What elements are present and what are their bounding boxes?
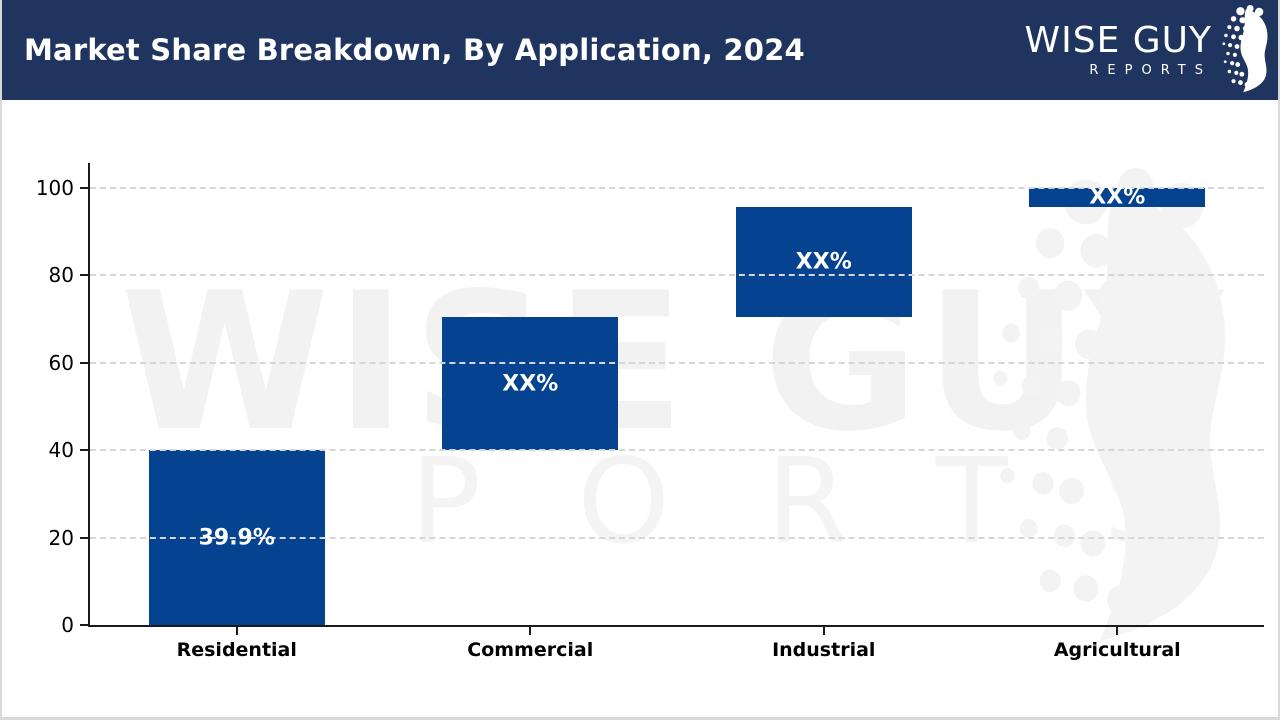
y-tick-mark	[80, 186, 88, 189]
y-tick-mark	[80, 536, 88, 539]
y-tick-mark	[80, 274, 88, 277]
bar-agricultural	[1029, 187, 1206, 208]
x-category-label-industrial: Industrial	[772, 639, 876, 661]
y-tick-label: 40	[48, 438, 74, 463]
y-tick-label: 0	[61, 613, 74, 637]
x-category-label-agricultural: Agricultural	[1053, 639, 1181, 661]
gridline-100	[90, 186, 1264, 189]
x-tick-mark	[1116, 627, 1119, 635]
bar-value-label: 39.9%	[198, 525, 275, 551]
x-tick-mark	[529, 627, 532, 635]
x-tick-mark	[822, 627, 825, 635]
y-tick-mark	[80, 361, 88, 364]
y-tick-label: 20	[48, 525, 74, 550]
bar-value-label: XX%	[1089, 184, 1146, 210]
brand-logo-text: WISE GUY REPORTS	[1024, 20, 1213, 78]
x-axis-line	[88, 625, 1264, 627]
y-axis-line	[88, 163, 90, 627]
gridline-80	[90, 274, 1264, 277]
brand-logo: WISE GUY REPORTS	[1025, 5, 1279, 95]
page-title: Market Share Breakdown, By Application, …	[24, 33, 805, 67]
x-category-label-residential: Residential	[176, 639, 297, 661]
header: Market Share Breakdown, By Application, …	[2, 0, 1279, 100]
gridline-60	[90, 361, 1264, 364]
y-tick-mark	[80, 449, 88, 452]
bar-value-label: XX%	[502, 371, 559, 397]
brand-subname: REPORTS	[1089, 63, 1212, 78]
y-tick-label: 80	[48, 263, 74, 288]
brand-name: WISE GUY	[1024, 20, 1212, 61]
y-tick-mark	[80, 624, 88, 626]
bar-industrial	[735, 207, 912, 317]
watermark-sub-text: PORTS	[410, 432, 1275, 570]
dotted-head-icon	[1222, 5, 1268, 93]
y-tick-label: 100	[35, 175, 74, 200]
y-tick-label: 60	[48, 350, 74, 375]
bar-value-label: XX%	[795, 249, 852, 275]
x-category-label-commercial: Commercial	[467, 639, 594, 661]
gridline-40	[90, 449, 1264, 452]
brand-logo-head	[1196, 5, 1278, 95]
bar-commercial	[442, 316, 619, 451]
x-tick-mark	[235, 627, 238, 635]
gridline-20	[90, 536, 1264, 539]
